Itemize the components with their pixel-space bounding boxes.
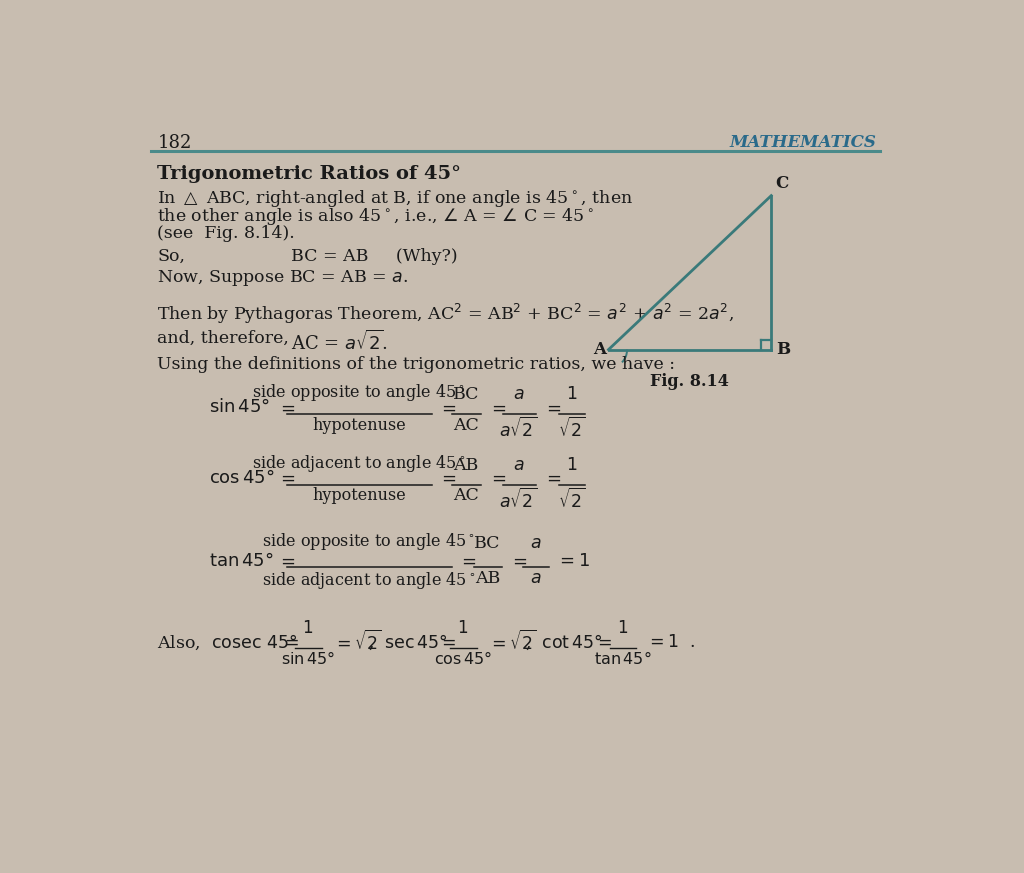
Text: Using the definitions of the trigonometric ratios, we have :: Using the definitions of the trigonometr… — [158, 356, 676, 373]
Text: $\sqrt{2}$: $\sqrt{2}$ — [557, 416, 585, 441]
Text: BC: BC — [474, 535, 501, 552]
Text: AC: AC — [453, 416, 479, 434]
Text: $\tan 45°$: $\tan 45°$ — [594, 650, 651, 668]
Text: Now, Suppose BC = AB = $a$.: Now, Suppose BC = AB = $a$. — [158, 268, 409, 288]
Text: hypotenuse: hypotenuse — [312, 416, 406, 434]
Text: $a$: $a$ — [513, 457, 524, 473]
Text: AB: AB — [454, 457, 478, 473]
Text: $=$: $=$ — [458, 552, 477, 569]
Text: $a\sqrt{2}$: $a\sqrt{2}$ — [500, 416, 538, 441]
Text: Trigonometric Ratios of 45°: Trigonometric Ratios of 45° — [158, 165, 462, 182]
Text: MATHEMATICS: MATHEMATICS — [729, 134, 876, 151]
Text: and, therefore,: and, therefore, — [158, 330, 290, 347]
Text: Fig. 8.14: Fig. 8.14 — [650, 373, 729, 389]
Text: $1$: $1$ — [565, 457, 577, 473]
Text: $1$: $1$ — [302, 620, 313, 636]
Text: A: A — [593, 341, 606, 358]
Text: $= 1$: $= 1$ — [556, 552, 590, 569]
Text: So,: So, — [158, 248, 185, 265]
Text: $=$: $=$ — [276, 469, 296, 487]
Text: $= \sqrt{2}$: $= \sqrt{2}$ — [333, 630, 382, 654]
Text: $= 1$  .: $= 1$ . — [646, 634, 695, 650]
Text: $1$: $1$ — [616, 620, 628, 636]
Text: $=$: $=$ — [438, 634, 456, 650]
Text: (see  Fig. 8.14).: (see Fig. 8.14). — [158, 225, 295, 242]
Text: AB: AB — [475, 570, 501, 587]
Text: hypotenuse: hypotenuse — [312, 487, 406, 505]
Text: Then by Pythagoras Theorem, AC$^2$ = AB$^2$ + BC$^2$ = $a^2$ + $a^2$ = 2$a^2$,: Then by Pythagoras Theorem, AC$^2$ = AB$… — [158, 302, 734, 326]
Text: $=$: $=$ — [487, 398, 506, 416]
Text: C: C — [775, 175, 788, 192]
Text: $1$: $1$ — [458, 620, 468, 636]
Text: $\sin 45°$: $\sin 45°$ — [209, 398, 270, 416]
Text: side opposite to angle 45$^\circ$: side opposite to angle 45$^\circ$ — [262, 531, 475, 552]
Text: the other angle is also 45$^\circ$, i.e., $\angle$ A = $\angle$ C = 45$^\circ$: the other angle is also 45$^\circ$, i.e.… — [158, 206, 595, 227]
Text: $1$: $1$ — [565, 386, 577, 402]
Text: side adjacent to angle 45$^\circ$: side adjacent to angle 45$^\circ$ — [261, 570, 475, 591]
Text: $a$: $a$ — [513, 386, 524, 402]
Text: , $\ \sec 45°$: , $\ \sec 45°$ — [369, 633, 449, 652]
Text: $a\sqrt{2}$: $a\sqrt{2}$ — [500, 487, 538, 512]
Text: AC = $a\sqrt{2}$.: AC = $a\sqrt{2}$. — [291, 330, 388, 354]
Text: $=$: $=$ — [282, 634, 300, 650]
Text: $=$: $=$ — [487, 469, 506, 487]
Text: side opposite to angle 45$^\circ$: side opposite to angle 45$^\circ$ — [253, 382, 466, 402]
Text: $\tan 45°$: $\tan 45°$ — [209, 552, 274, 569]
Text: $=$: $=$ — [544, 469, 562, 487]
Text: In $\triangle$ ABC, right-angled at B, if one angle is 45$^\circ$, then: In $\triangle$ ABC, right-angled at B, i… — [158, 188, 634, 209]
Text: $a$: $a$ — [529, 535, 542, 552]
Text: $\cos 45°$: $\cos 45°$ — [433, 650, 492, 668]
Text: $=$: $=$ — [276, 552, 296, 569]
Text: Also,  $\mathrm{cosec}\ 45°$: Also, $\mathrm{cosec}\ 45°$ — [158, 633, 298, 652]
Text: $=$: $=$ — [509, 552, 528, 569]
Text: $a$: $a$ — [529, 570, 542, 587]
Text: $=$: $=$ — [544, 398, 562, 416]
Text: BC: BC — [453, 386, 479, 402]
Text: $\sin 45°$: $\sin 45°$ — [281, 650, 335, 668]
Text: B: B — [776, 341, 791, 358]
Text: AC: AC — [453, 487, 479, 505]
Text: $=$: $=$ — [276, 398, 296, 416]
Text: $\sqrt{2}$: $\sqrt{2}$ — [557, 487, 585, 512]
Text: 182: 182 — [158, 134, 191, 152]
Text: BC = AB     (Why?): BC = AB (Why?) — [291, 248, 458, 265]
Text: , $\ \cot 45°$: , $\ \cot 45°$ — [524, 633, 602, 652]
Text: $\cos 45°$: $\cos 45°$ — [209, 469, 274, 487]
Text: $= \sqrt{2}$: $= \sqrt{2}$ — [487, 630, 537, 654]
Text: $=$: $=$ — [438, 398, 457, 416]
Text: $=$: $=$ — [594, 634, 612, 650]
Text: $=$: $=$ — [438, 469, 457, 487]
Text: side adjacent to angle 45$^\circ$: side adjacent to angle 45$^\circ$ — [252, 452, 466, 473]
